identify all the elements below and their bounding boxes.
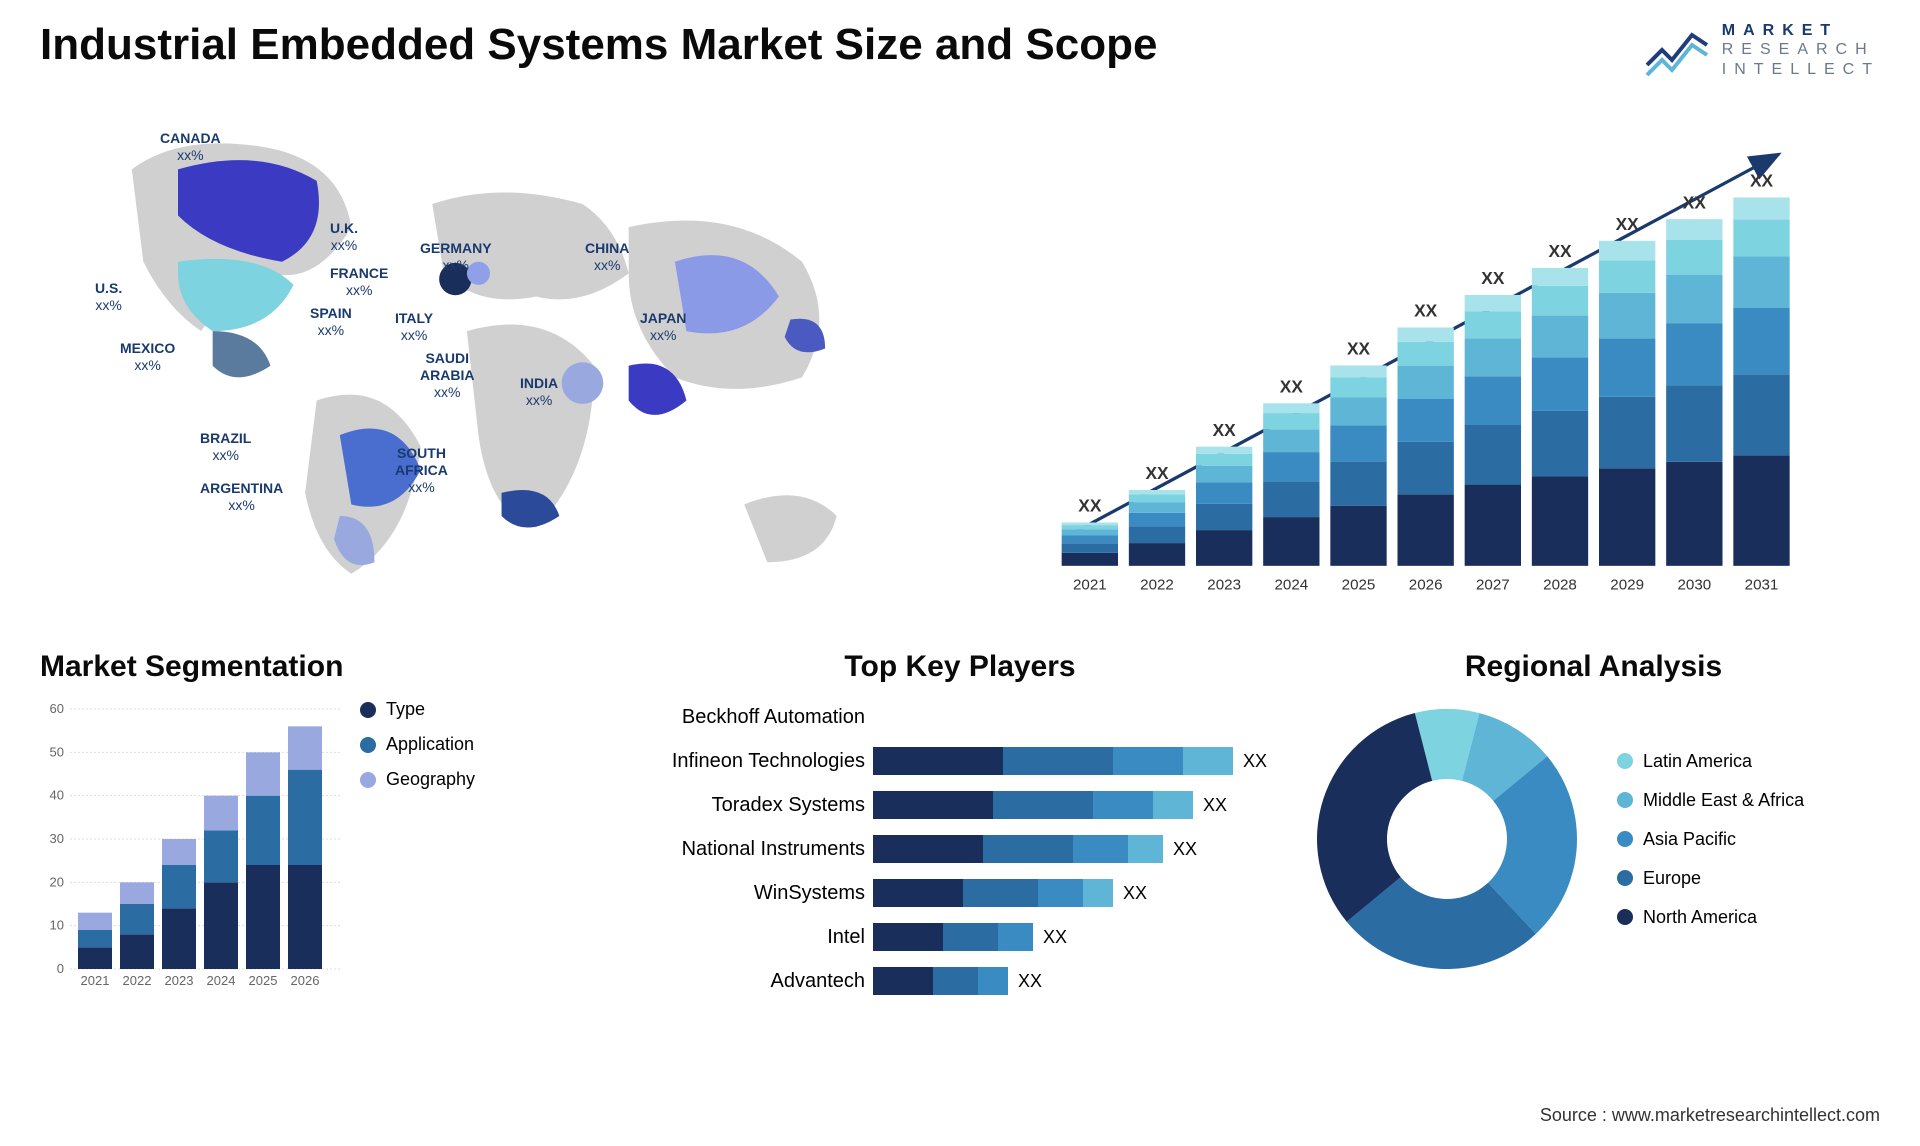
map-label: GERMANYxx% bbox=[420, 240, 492, 274]
map-label: INDIAxx% bbox=[520, 375, 558, 409]
legend-item: Geography bbox=[360, 769, 475, 790]
svg-text:2021: 2021 bbox=[1073, 577, 1107, 594]
svg-text:2031: 2031 bbox=[1745, 577, 1779, 594]
segmentation-title: Market Segmentation bbox=[40, 650, 613, 684]
player-row: IntelXX bbox=[653, 919, 1267, 955]
svg-text:2021: 2021 bbox=[81, 973, 110, 988]
svg-text:XX: XX bbox=[1145, 463, 1169, 483]
svg-text:2023: 2023 bbox=[165, 973, 194, 988]
segmentation-legend: Type Application Geography bbox=[360, 699, 475, 999]
growth-chart-panel: XX 2021 XX 2022 XX 2023 XX 2024 XX 2025 XX 2026 XX 20… bbox=[980, 100, 1880, 620]
world-map-panel: CANADAxx% U.S.xx% MEXICOxx% BRAZILxx% ARGENT… bbox=[40, 100, 940, 620]
svg-text:10: 10 bbox=[50, 918, 64, 933]
map-label: ARGENTINAxx% bbox=[200, 480, 283, 514]
legend-item: Middle East & Africa bbox=[1617, 790, 1804, 811]
svg-text:2022: 2022 bbox=[123, 973, 152, 988]
map-label: FRANCExx% bbox=[330, 265, 388, 299]
logo-line2: RESEARCH bbox=[1722, 40, 1880, 59]
legend-item: Asia Pacific bbox=[1617, 829, 1804, 850]
svg-text:2025: 2025 bbox=[1342, 577, 1376, 594]
map-label: SPAINxx% bbox=[310, 305, 352, 339]
players-title: Top Key Players bbox=[653, 650, 1267, 684]
player-row: WinSystemsXX bbox=[653, 875, 1267, 911]
regional-title: Regional Analysis bbox=[1307, 650, 1880, 684]
player-row: Beckhoff Automation bbox=[653, 699, 1267, 735]
map-label: CANADAxx% bbox=[160, 130, 221, 164]
map-label: SAUDIARABIAxx% bbox=[420, 350, 474, 400]
svg-text:2024: 2024 bbox=[1274, 577, 1308, 594]
segmentation-chart: 0 10 20 30 40 50 60 2021 2022 2023 2024 2025 2026 bbox=[40, 699, 340, 999]
regional-donut bbox=[1307, 699, 1587, 979]
segmentation-panel: Market Segmentation 0 10 20 30 40 50 60 2021 202… bbox=[40, 650, 613, 1030]
map-label: BRAZILxx% bbox=[200, 430, 251, 464]
svg-text:2027: 2027 bbox=[1476, 577, 1510, 594]
svg-text:2023: 2023 bbox=[1207, 577, 1241, 594]
map-label: U.K.xx% bbox=[330, 220, 358, 254]
svg-text:2026: 2026 bbox=[291, 973, 320, 988]
svg-text:XX: XX bbox=[1213, 420, 1237, 440]
legend-item: Application bbox=[360, 734, 475, 755]
map-label: ITALYxx% bbox=[395, 310, 433, 344]
regional-legend: Latin America Middle East & Africa Asia Pa… bbox=[1617, 751, 1804, 928]
player-row: AdvantechXX bbox=[653, 963, 1267, 999]
legend-item: Latin America bbox=[1617, 751, 1804, 772]
players-list: Beckhoff Automation Infineon Technologies… bbox=[653, 699, 1267, 999]
regional-panel: Regional Analysis Latin America Middle Ea… bbox=[1307, 650, 1880, 1030]
map-label: CHINAxx% bbox=[585, 240, 629, 274]
svg-text:2028: 2028 bbox=[1543, 577, 1577, 594]
svg-text:XX: XX bbox=[1548, 241, 1572, 261]
svg-text:XX: XX bbox=[1347, 339, 1371, 359]
map-label: JAPANxx% bbox=[640, 310, 686, 344]
svg-text:30: 30 bbox=[50, 831, 64, 846]
logo-line1: MARKET bbox=[1722, 21, 1880, 40]
source-text: Source : www.marketresearchintellect.com bbox=[1540, 1105, 1880, 1126]
svg-text:XX: XX bbox=[1481, 268, 1505, 288]
svg-text:XX: XX bbox=[1683, 192, 1707, 212]
brand-logo: MARKET RESEARCH INTELLECT bbox=[1642, 20, 1880, 80]
logo-line3: INTELLECT bbox=[1722, 60, 1880, 79]
player-row: Infineon TechnologiesXX bbox=[653, 743, 1267, 779]
legend-item: North America bbox=[1617, 907, 1804, 928]
player-row: National InstrumentsXX bbox=[653, 831, 1267, 867]
svg-text:2026: 2026 bbox=[1409, 577, 1443, 594]
svg-text:XX: XX bbox=[1616, 214, 1640, 234]
legend-item: Europe bbox=[1617, 868, 1804, 889]
map-label: SOUTHAFRICAxx% bbox=[395, 445, 448, 495]
svg-text:60: 60 bbox=[50, 701, 64, 716]
players-panel: Top Key Players Beckhoff Automation Infin… bbox=[653, 650, 1267, 1030]
svg-text:2029: 2029 bbox=[1610, 577, 1644, 594]
svg-text:XX: XX bbox=[1750, 171, 1774, 191]
svg-text:20: 20 bbox=[50, 874, 64, 889]
logo-icon bbox=[1642, 20, 1712, 80]
svg-text:XX: XX bbox=[1078, 496, 1102, 516]
svg-text:2030: 2030 bbox=[1677, 577, 1711, 594]
player-row: Toradex SystemsXX bbox=[653, 787, 1267, 823]
legend-item: Type bbox=[360, 699, 475, 720]
svg-text:2025: 2025 bbox=[249, 973, 278, 988]
page-title: Industrial Embedded Systems Market Size … bbox=[40, 20, 1157, 70]
map-label: MEXICOxx% bbox=[120, 340, 175, 374]
svg-text:2024: 2024 bbox=[207, 973, 236, 988]
svg-text:2022: 2022 bbox=[1140, 577, 1174, 594]
svg-text:XX: XX bbox=[1280, 377, 1304, 397]
svg-text:40: 40 bbox=[50, 788, 64, 803]
growth-bar-chart: XX 2021 XX 2022 XX 2023 XX 2024 XX 2025 XX 2026 XX 20… bbox=[980, 100, 1880, 620]
svg-text:50: 50 bbox=[50, 744, 64, 759]
map-label: U.S.xx% bbox=[95, 280, 122, 314]
svg-text:XX: XX bbox=[1414, 301, 1438, 321]
svg-text:0: 0 bbox=[57, 961, 64, 976]
